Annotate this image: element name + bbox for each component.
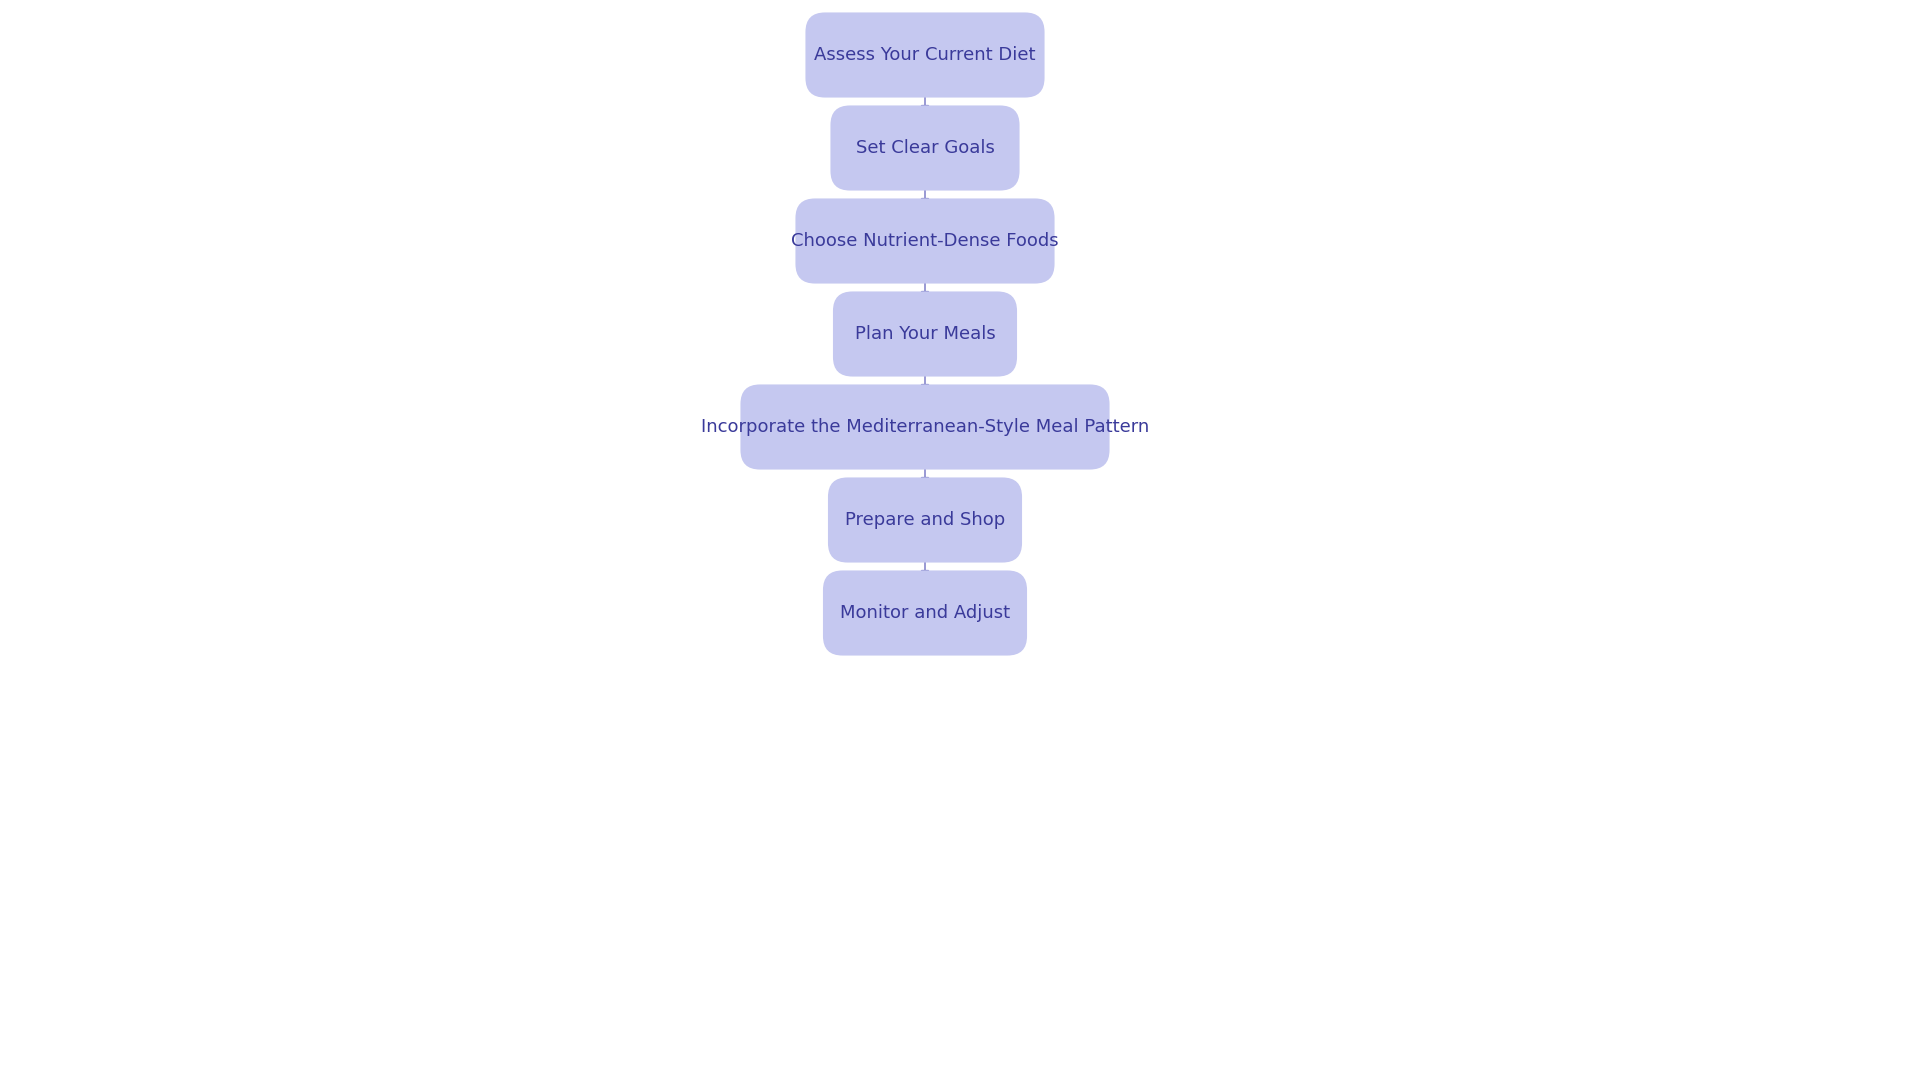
FancyBboxPatch shape bbox=[833, 291, 1018, 377]
FancyBboxPatch shape bbox=[795, 198, 1054, 284]
FancyBboxPatch shape bbox=[741, 384, 1110, 470]
Text: Set Clear Goals: Set Clear Goals bbox=[856, 139, 995, 157]
FancyBboxPatch shape bbox=[824, 571, 1027, 655]
FancyBboxPatch shape bbox=[806, 12, 1044, 97]
Text: Prepare and Shop: Prepare and Shop bbox=[845, 511, 1006, 529]
Text: Plan Your Meals: Plan Your Meals bbox=[854, 325, 995, 343]
Text: Incorporate the Mediterranean-Style Meal Pattern: Incorporate the Mediterranean-Style Meal… bbox=[701, 418, 1150, 436]
FancyBboxPatch shape bbox=[831, 105, 1020, 191]
Text: Monitor and Adjust: Monitor and Adjust bbox=[839, 604, 1010, 622]
FancyBboxPatch shape bbox=[828, 478, 1021, 562]
Text: Assess Your Current Diet: Assess Your Current Diet bbox=[814, 45, 1035, 64]
Text: Choose Nutrient-Dense Foods: Choose Nutrient-Dense Foods bbox=[791, 232, 1058, 250]
